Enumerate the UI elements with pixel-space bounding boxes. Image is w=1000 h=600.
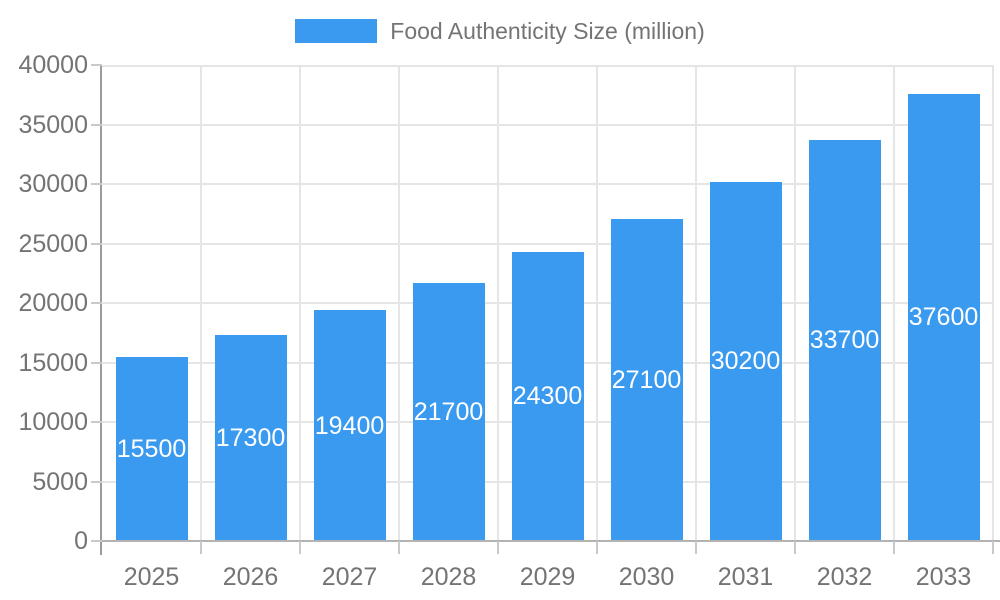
y-axis-label: 25000	[18, 229, 88, 258]
bar-value-label: 33700	[809, 326, 880, 355]
x-axis-label: 2029	[519, 563, 576, 591]
x-axis-tick	[497, 541, 499, 554]
x-axis-line	[94, 540, 1000, 542]
gridline-vertical	[992, 65, 994, 541]
y-axis-tick	[91, 64, 102, 66]
x-axis-label: 2032	[816, 563, 873, 591]
bar-2031[interactable]: 30200	[709, 181, 782, 541]
plot-area: 15500 17300 19400 21700 24300 27100 30200 33700…	[102, 65, 994, 541]
bar-2029[interactable]: 24300	[511, 251, 584, 541]
y-axis-label: 15000	[18, 348, 88, 377]
gridline-vertical	[200, 65, 202, 541]
bar-2033[interactable]: 37600	[907, 93, 980, 541]
x-axis-label: 2027	[321, 563, 378, 591]
bar-value-label: 21700	[413, 397, 484, 426]
y-axis-label: 30000	[18, 170, 88, 198]
y-axis-tick	[91, 242, 102, 245]
bar-value-label: 30200	[710, 347, 781, 376]
bar-2032[interactable]: 33700	[808, 139, 881, 541]
y-axis-label: 10000	[18, 408, 88, 436]
gridline-vertical	[299, 65, 301, 541]
x-axis-label: 2026	[222, 563, 279, 591]
bar-2030[interactable]: 27100	[610, 218, 683, 541]
y-axis-tick	[91, 421, 102, 423]
gridline-vertical	[893, 65, 895, 541]
x-axis-tick	[893, 541, 895, 554]
gridline-vertical	[596, 65, 598, 541]
gridline-horizontal	[102, 242, 993, 245]
y-axis-line	[100, 65, 102, 555]
bar-value-label: 15500	[116, 434, 187, 463]
bar-value-label: 24300	[512, 382, 583, 411]
gridline-vertical	[398, 65, 400, 541]
y-axis-tick	[91, 361, 102, 364]
bar-2028[interactable]: 21700	[412, 282, 485, 541]
bar-value-label: 17300	[215, 424, 286, 453]
x-axis-label: 2033	[915, 563, 972, 591]
gridline-vertical	[497, 65, 499, 541]
x-axis-label: 2025	[123, 563, 180, 591]
x-axis-tick	[200, 541, 202, 554]
bar-2027[interactable]: 19400	[313, 310, 386, 541]
x-axis-tick	[794, 541, 796, 554]
y-axis-label: 35000	[18, 110, 88, 139]
y-axis-tick	[91, 183, 102, 185]
bar-value-label: 27100	[611, 365, 682, 394]
bar-value-label: 37600	[908, 303, 979, 332]
gridline-horizontal	[102, 65, 993, 67]
bar-2026[interactable]: 17300	[214, 335, 287, 541]
x-axis-tick	[992, 541, 994, 554]
x-axis-label: 2028	[420, 563, 477, 591]
y-axis-tick	[91, 302, 102, 304]
gridline-vertical	[695, 65, 697, 541]
chart-legend[interactable]: Food Authenticity Size (million)	[0, 18, 1000, 44]
y-axis-label: 5000	[32, 467, 88, 496]
x-axis-tick	[299, 541, 301, 554]
bar-2025[interactable]: 15500	[115, 356, 188, 541]
x-axis-label: 2031	[717, 563, 774, 591]
bar-value-label: 19400	[314, 411, 385, 440]
y-axis-tick	[91, 123, 102, 126]
x-axis-label: 2030	[618, 563, 675, 591]
y-axis-label: 40000	[18, 51, 88, 79]
legend-label: Food Authenticity Size (million)	[390, 18, 705, 44]
y-axis-tick	[91, 480, 102, 483]
gridline-vertical	[794, 65, 796, 541]
gridline-horizontal	[102, 183, 993, 185]
x-axis-tick	[695, 541, 697, 554]
x-axis-tick	[398, 541, 400, 554]
y-axis-label: 0	[74, 527, 88, 555]
y-axis-tick	[91, 540, 102, 542]
gridline-horizontal	[102, 123, 993, 126]
legend-swatch	[295, 19, 378, 43]
x-axis-tick	[596, 541, 598, 554]
y-axis-label: 20000	[18, 289, 88, 317]
